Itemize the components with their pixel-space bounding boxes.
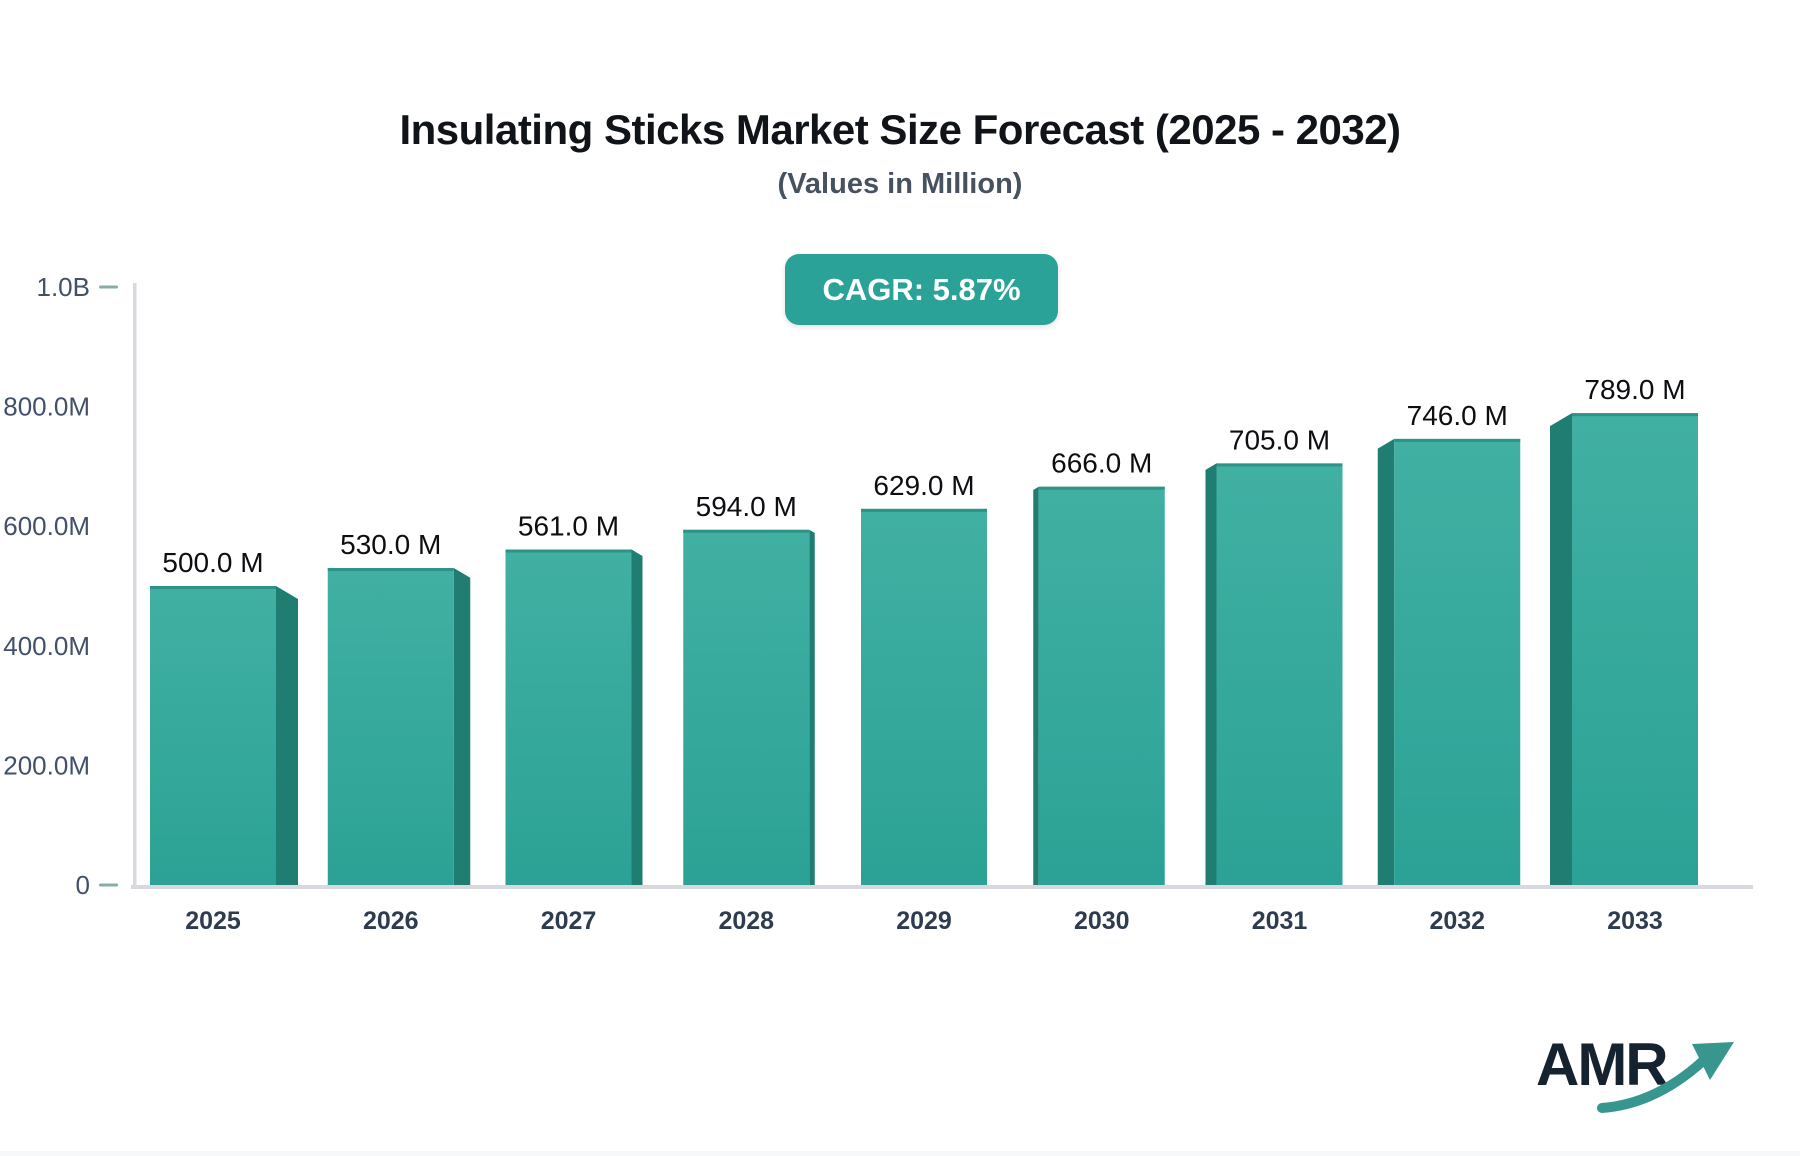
- value-label-2031: 705.0 M: [1229, 424, 1330, 455]
- x-tick-label-2031: 2031: [1252, 907, 1308, 935]
- bar-top-edge-2032: [1394, 438, 1521, 442]
- bar-side-2030: [1033, 486, 1039, 885]
- bar-top-edge-2026: [327, 568, 454, 572]
- logo-text: AMR: [1536, 1031, 1669, 1098]
- y-tick-label-4: 200.0M: [3, 750, 90, 780]
- x-tick-label-2033: 2033: [1607, 907, 1663, 935]
- bar-2029: [861, 508, 987, 885]
- value-label-2030: 666.0 M: [1051, 448, 1152, 479]
- bar-top-edge-2027: [505, 549, 632, 553]
- value-label-2029: 629.0 M: [873, 470, 974, 501]
- bar-2027: [505, 549, 632, 885]
- bar-side-2027: [631, 549, 643, 885]
- y-tick-label-3: 400.0M: [3, 631, 90, 661]
- value-label-2033: 789.0 M: [1584, 374, 1685, 405]
- bar-top-edge-2031: [1216, 463, 1343, 467]
- bar-2025: [150, 586, 276, 885]
- chart-subtitle: (Values in Million): [777, 168, 1023, 200]
- x-tick-label-2028: 2028: [718, 907, 774, 935]
- x-tick-label-2030: 2030: [1074, 907, 1130, 935]
- bar-2031: [1216, 463, 1343, 885]
- amr-logo: AMR: [1536, 1030, 1756, 1120]
- chart-title: Insulating Sticks Market Size Forecast (…: [399, 106, 1401, 153]
- bar-side-2033: [1550, 413, 1572, 885]
- bar-side-2025: [276, 586, 298, 885]
- y-tick-label-0: 1.0B: [37, 272, 91, 302]
- bar-side-2032: [1377, 438, 1395, 885]
- bar-top-edge-2028: [683, 529, 810, 533]
- y-tick-dash-5: [99, 883, 118, 887]
- y-tick-label-5: 0: [76, 870, 90, 900]
- bar-2032: [1394, 438, 1521, 885]
- bar-2026: [327, 568, 454, 885]
- value-label-2025: 500.0 M: [162, 547, 263, 578]
- bar-2030: [1038, 486, 1165, 885]
- bar-top-edge-2033: [1572, 413, 1698, 417]
- x-tick-label-2026: 2026: [363, 907, 419, 935]
- bar-side-2031: [1205, 463, 1217, 885]
- x-axis-line: [131, 885, 1753, 889]
- y-tick-label-1: 800.0M: [3, 392, 90, 422]
- value-label-2026: 530.0 M: [340, 529, 441, 560]
- x-tick-label-2029: 2029: [896, 907, 952, 935]
- bar-side-2026: [453, 568, 471, 885]
- y-tick-label-2: 600.0M: [3, 511, 90, 541]
- value-label-2028: 594.0 M: [696, 491, 797, 522]
- x-tick-label-2025: 2025: [185, 907, 241, 935]
- bar-top-edge-2025: [150, 586, 276, 589]
- bar-top-edge-2030: [1038, 486, 1165, 490]
- value-label-2027: 561.0 M: [518, 511, 619, 542]
- x-tick-label-2032: 2032: [1429, 907, 1485, 935]
- cagr-badge: CAGR: 5.87%: [785, 254, 1058, 325]
- page-bottom-edge: [0, 1151, 1800, 1156]
- bar-top-edge-2029: [861, 508, 987, 512]
- bar-2033: [1572, 413, 1698, 885]
- growth-arrow-icon: [1597, 1042, 1734, 1113]
- bar-side-2028: [809, 529, 815, 885]
- y-tick-dash-0: [99, 285, 118, 289]
- x-tick-label-2027: 2027: [541, 907, 597, 935]
- bar-chart: 1.0B 800.0M 600.0M 400.0M 200.0M 0 500.0 M 2025…: [3, 272, 1753, 935]
- y-axis-line: [133, 283, 137, 889]
- value-label-2032: 746.0 M: [1407, 400, 1508, 431]
- bar-2028: [683, 529, 810, 885]
